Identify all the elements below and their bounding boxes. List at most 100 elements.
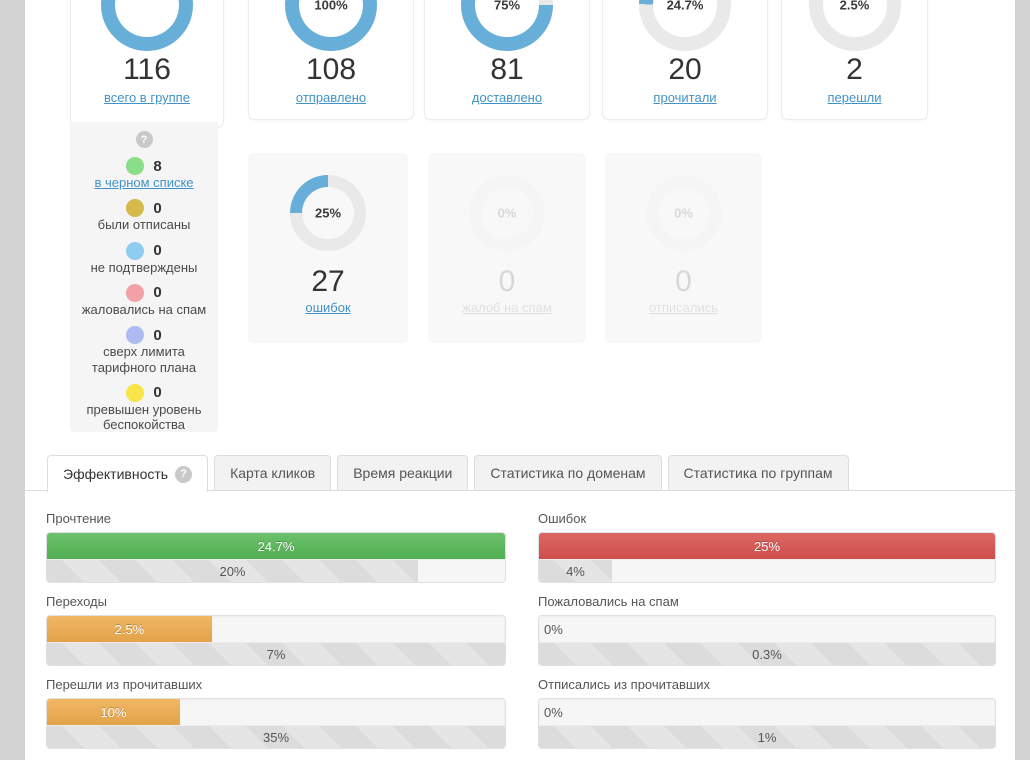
- metric-errors: Ошибок 25% 4%: [538, 511, 996, 583]
- donut-percent-label: 75%: [493, 0, 521, 13]
- errors-donut-chart: 25%: [290, 175, 366, 251]
- help-icon[interactable]: ?: [175, 465, 193, 483]
- clicked-of-read-value-bar: 10%: [47, 699, 180, 725]
- list-item-anxiety-level: 0 превышен уровень беспокойства: [70, 383, 218, 433]
- list-item-unsubscribed-before: 0 были отписаны: [70, 199, 218, 232]
- unsubscribed-link: отписались: [648, 300, 719, 315]
- metric-clicked-of-read: Перешли из прочитавших 10% 35%: [46, 677, 506, 749]
- read-link[interactable]: прочитали: [653, 90, 717, 105]
- metric-spam-complaints: Пожаловались на спам 0% 0.3%: [538, 594, 996, 666]
- stat-card-spam-complaints: 0% 0 жалоб на спам: [428, 153, 586, 343]
- anxiety-label: превышен уровень беспокойства: [86, 401, 202, 433]
- sent-value: 108: [305, 53, 357, 86]
- tab-click-map[interactable]: Карта кликов: [214, 455, 332, 490]
- over-limit-dot-icon: [126, 326, 145, 345]
- metric-title: Переходы: [46, 594, 107, 609]
- clicks-value-bar: 2.5%: [47, 616, 212, 642]
- donut-percent-label: 2.5%: [839, 0, 870, 13]
- donut-percent-label: 0%: [674, 205, 693, 221]
- list-item-blacklist: 8 в черном списке: [70, 157, 218, 190]
- clicked-link[interactable]: перешли: [827, 90, 882, 105]
- over-limit-label: сверх лимита тарифного плана: [91, 344, 197, 375]
- tab-divider-line: [25, 490, 1015, 491]
- tab-label: Статистика по доменам: [490, 465, 646, 481]
- spam-complaints-value: 0: [498, 265, 516, 298]
- errors-average-bar: 4%: [539, 560, 612, 582]
- stat-card-total: 116 всего в группе: [70, 0, 224, 128]
- donut-percent-label: 25%: [314, 205, 342, 221]
- reading-average-bar: 20%: [47, 560, 418, 582]
- delivered-link[interactable]: доставлено: [471, 90, 543, 105]
- metric-title: Перешли из прочитавших: [46, 677, 203, 692]
- list-item-unconfirmed: 0 не подтверждены: [70, 241, 218, 275]
- clicks-average-bar: 7%: [47, 643, 505, 665]
- stat-card-sent: 100% 108 отправлено: [248, 0, 414, 120]
- anxiety-count: 0: [153, 384, 162, 402]
- stat-card-read: 24.7% 20 прочитали: [602, 0, 768, 120]
- tab-label: Карта кликов: [230, 465, 316, 481]
- metric-unsubscribed-of-read: Отписались из прочитавших 0% 1%: [538, 677, 996, 749]
- clicked-value: 2: [846, 53, 863, 86]
- read-donut-chart: 24.7%: [639, 0, 731, 51]
- unsubscribed-dot-icon: [126, 199, 145, 218]
- unsubscribed-of-read-average-bar: 1%: [539, 726, 995, 748]
- page-right-margin: [1015, 0, 1030, 760]
- list-item-spam-complaint: 0 жаловались на спам: [70, 283, 218, 317]
- delivered-donut-chart: 75%: [461, 0, 553, 51]
- unsubscribed-donut-chart: 0%: [645, 175, 722, 251]
- spam-count: 0: [153, 284, 162, 302]
- errors-value: 27: [311, 265, 345, 298]
- tab-reaction-time[interactable]: Время реакции: [337, 455, 469, 490]
- tab-domain-stats[interactable]: Статистика по доменам: [474, 455, 662, 490]
- stat-card-errors: 25% 27 ошибок: [248, 153, 408, 343]
- read-value: 20: [668, 53, 702, 86]
- unsubscribed-label: были отписаны: [97, 217, 191, 233]
- spam-dot-icon: [126, 283, 145, 302]
- total-in-group-link[interactable]: всего в группе: [104, 90, 190, 105]
- metric-title: Ошибок: [538, 511, 587, 526]
- donut-percent-label: 100%: [314, 0, 348, 13]
- spam-complaints-donut-chart: 0%: [469, 175, 545, 251]
- spam-label: жаловались на спам: [81, 301, 207, 317]
- blacklist-count: 8: [153, 157, 162, 175]
- unconfirmed-dot-icon: [126, 241, 145, 260]
- clicked-donut-chart: 2.5%: [808, 0, 901, 51]
- clicked-of-read-average-bar: 35%: [47, 726, 505, 748]
- sent-link[interactable]: отправлено: [295, 90, 367, 105]
- unconfirmed-count: 0: [153, 242, 162, 260]
- donut-percent-label: 24.7%: [666, 0, 704, 13]
- metric-clicks: Переходы 2.5% 7%: [46, 594, 506, 666]
- unsubscribed-value: 0: [675, 265, 692, 298]
- delivered-value: 81: [490, 53, 524, 86]
- blacklist-dot-icon: [126, 157, 145, 175]
- metric-reading: Прочтение 24.7% 20%: [46, 511, 506, 583]
- page-left-margin: [0, 0, 25, 760]
- stat-card-unsubscribed: 0% 0 отписались: [605, 153, 762, 343]
- unsubscribed-count: 0: [153, 199, 162, 217]
- errors-link[interactable]: ошибок: [305, 300, 351, 315]
- sent-donut-chart: 100%: [285, 0, 377, 51]
- spam-complaints-link: жалоб на спам: [462, 300, 552, 315]
- stats-tab-bar: Эффективность ? Карта кликов Время реакц…: [47, 455, 849, 492]
- spam-complaints-value-bar: 0%: [544, 621, 563, 637]
- tab-group-stats[interactable]: Статистика по группам: [667, 455, 849, 490]
- reading-value-bar: 24.7%: [47, 533, 505, 559]
- total-value: 116: [123, 53, 171, 86]
- help-icon[interactable]: ?: [135, 131, 153, 148]
- unconfirmed-label: не подтверждены: [90, 259, 198, 275]
- metric-title: Прочтение: [46, 511, 111, 526]
- blacklist-link[interactable]: в черном списке: [94, 175, 194, 190]
- tab-label: Эффективность: [63, 466, 169, 482]
- errors-value-bar: 25%: [539, 533, 995, 559]
- total-donut-chart: [101, 0, 193, 51]
- stat-card-clicked: 2.5% 2 перешли: [781, 0, 928, 120]
- list-item-over-limit: 0 сверх лимита тарифного плана: [70, 326, 218, 375]
- unsubscribed-of-read-value-bar: 0%: [544, 704, 563, 720]
- metric-title: Пожаловались на спам: [538, 594, 679, 609]
- donut-percent-label: 0%: [497, 205, 517, 221]
- group-status-panel: ? 8 в черном списке 0 были отписаны 0 не…: [70, 122, 218, 432]
- stat-card-delivered: 75% 81 доставлено: [424, 0, 590, 120]
- spam-complaints-average-bar: 0.3%: [539, 643, 995, 665]
- tab-effectiveness[interactable]: Эффективность ?: [47, 455, 209, 492]
